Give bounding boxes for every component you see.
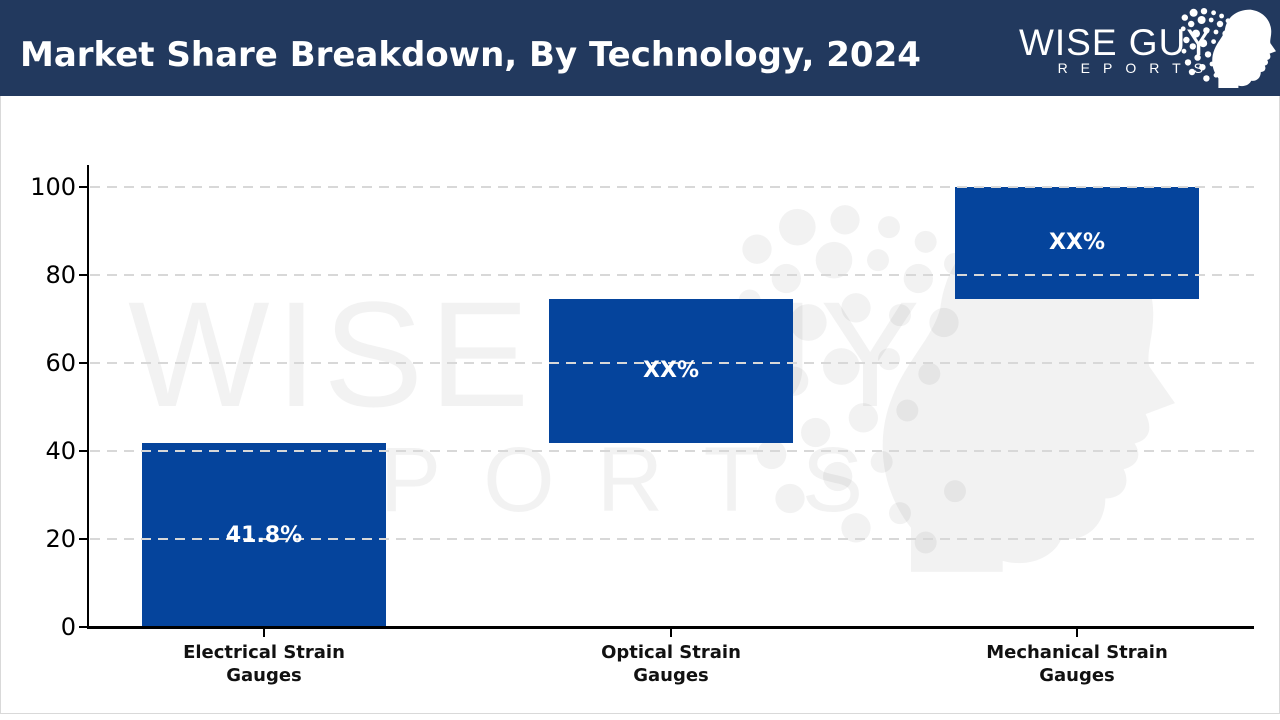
x-axis-line [87, 626, 1254, 629]
x-tick [670, 629, 672, 637]
y-tick-label: 100 [30, 173, 76, 201]
y-tick [79, 274, 88, 276]
gridline [90, 362, 1254, 364]
y-tick-label: 20 [45, 525, 76, 553]
bar [955, 187, 1199, 299]
y-axis-line [87, 165, 89, 629]
x-tick-label: Optical Strain Gauges [601, 642, 741, 686]
x-tick [263, 629, 265, 637]
bar-value-label: 41.8% [225, 522, 303, 548]
gridline [90, 538, 1254, 540]
x-tick-label: Mechanical Strain Gauges [986, 642, 1168, 686]
y-tick [79, 362, 88, 364]
page-title: Market Share Breakdown, By Technology, 2… [20, 35, 921, 75]
logo-face-icon [1180, 8, 1276, 88]
y-tick-label: 80 [45, 261, 76, 289]
y-tick [79, 626, 88, 628]
y-tick-label: 60 [45, 349, 76, 377]
bar-value-label: XX% [643, 358, 699, 384]
logo-subtitle: REPORTS [1057, 60, 1216, 76]
logo-wordmark: WISE GUY [1018, 22, 1212, 63]
y-tick [79, 538, 88, 540]
x-tick [1076, 629, 1078, 637]
header-banner: Market Share Breakdown, By Technology, 2… [0, 0, 1280, 96]
gridline [90, 450, 1254, 452]
bar [142, 443, 386, 627]
bar-value-label: XX% [1049, 230, 1105, 256]
x-tick-label: Electrical Strain Gauges [183, 642, 345, 686]
gridline [90, 274, 1254, 276]
y-tick [79, 186, 88, 188]
y-tick-label: 0 [60, 613, 76, 641]
y-tick [79, 450, 88, 452]
y-tick-label: 40 [45, 437, 76, 465]
bar [549, 298, 793, 444]
brand-logo: WISE GUY REPORTS [1018, 0, 1278, 96]
gridline [90, 186, 1254, 188]
